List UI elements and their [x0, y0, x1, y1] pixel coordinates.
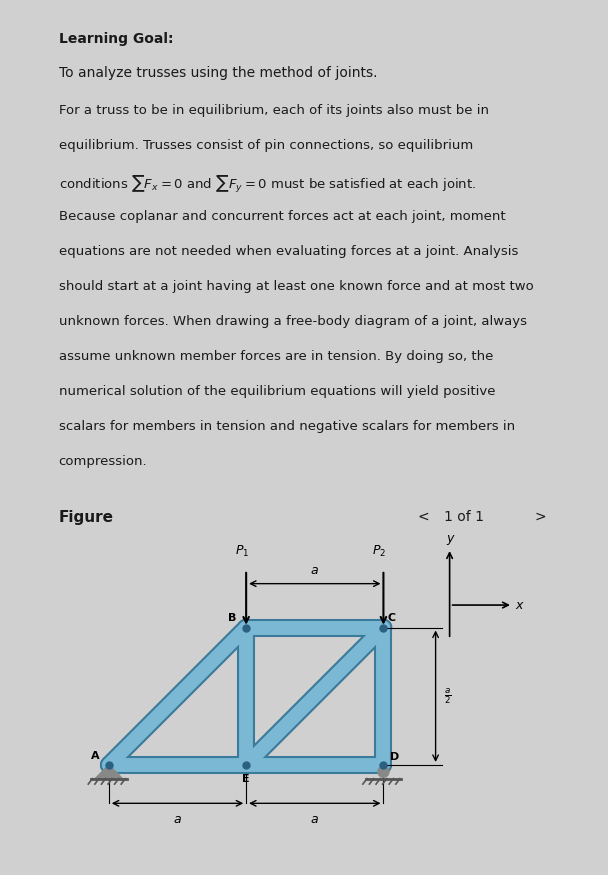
Text: y: y: [446, 532, 454, 545]
Text: For a truss to be in equilibrium, each of its joints also must be in: For a truss to be in equilibrium, each o…: [58, 104, 489, 117]
Text: assume unknown member forces are in tension. By doing so, the: assume unknown member forces are in tens…: [58, 350, 493, 363]
Text: $P_2$: $P_2$: [372, 544, 387, 559]
Text: a: a: [311, 813, 319, 826]
Text: $\frac{a}{2}$: $\frac{a}{2}$: [444, 687, 451, 706]
Text: D: D: [390, 752, 399, 762]
Text: 1 of 1: 1 of 1: [444, 510, 484, 524]
Text: A: A: [91, 751, 99, 760]
Text: compression.: compression.: [58, 455, 147, 468]
Text: >: >: [535, 510, 547, 524]
Text: scalars for members in tension and negative scalars for members in: scalars for members in tension and negat…: [58, 420, 515, 433]
Text: a: a: [311, 564, 319, 577]
Text: <: <: [417, 510, 429, 524]
Text: unknown forces. When drawing a free-body diagram of a joint, always: unknown forces. When drawing a free-body…: [58, 315, 527, 328]
Text: B: B: [228, 613, 237, 624]
Text: Figure: Figure: [58, 510, 114, 525]
Text: a: a: [174, 813, 181, 826]
Text: Learning Goal:: Learning Goal:: [58, 31, 173, 46]
Text: E: E: [243, 774, 250, 785]
Text: should start at a joint having at least one known force and at most two: should start at a joint having at least …: [58, 280, 533, 293]
Text: equilibrium. Trusses consist of pin connections, so equilibrium: equilibrium. Trusses consist of pin conn…: [58, 139, 473, 152]
Text: To analyze trusses using the method of joints.: To analyze trusses using the method of j…: [58, 66, 377, 80]
Text: C: C: [387, 613, 396, 624]
Text: Because coplanar and concurrent forces act at each joint, moment: Because coplanar and concurrent forces a…: [58, 209, 505, 222]
Text: $P_1$: $P_1$: [235, 544, 249, 559]
Text: numerical solution of the equilibrium equations will yield positive: numerical solution of the equilibrium eq…: [58, 385, 495, 398]
Text: conditions $\sum F_x = 0$ and $\sum F_y = 0$ must be satisfied at each joint.: conditions $\sum F_x = 0$ and $\sum F_y …: [58, 174, 476, 195]
Text: equations are not needed when evaluating forces at a joint. Analysis: equations are not needed when evaluating…: [58, 245, 518, 257]
Circle shape: [378, 766, 389, 777]
Text: x: x: [515, 598, 523, 612]
Polygon shape: [95, 765, 123, 779]
